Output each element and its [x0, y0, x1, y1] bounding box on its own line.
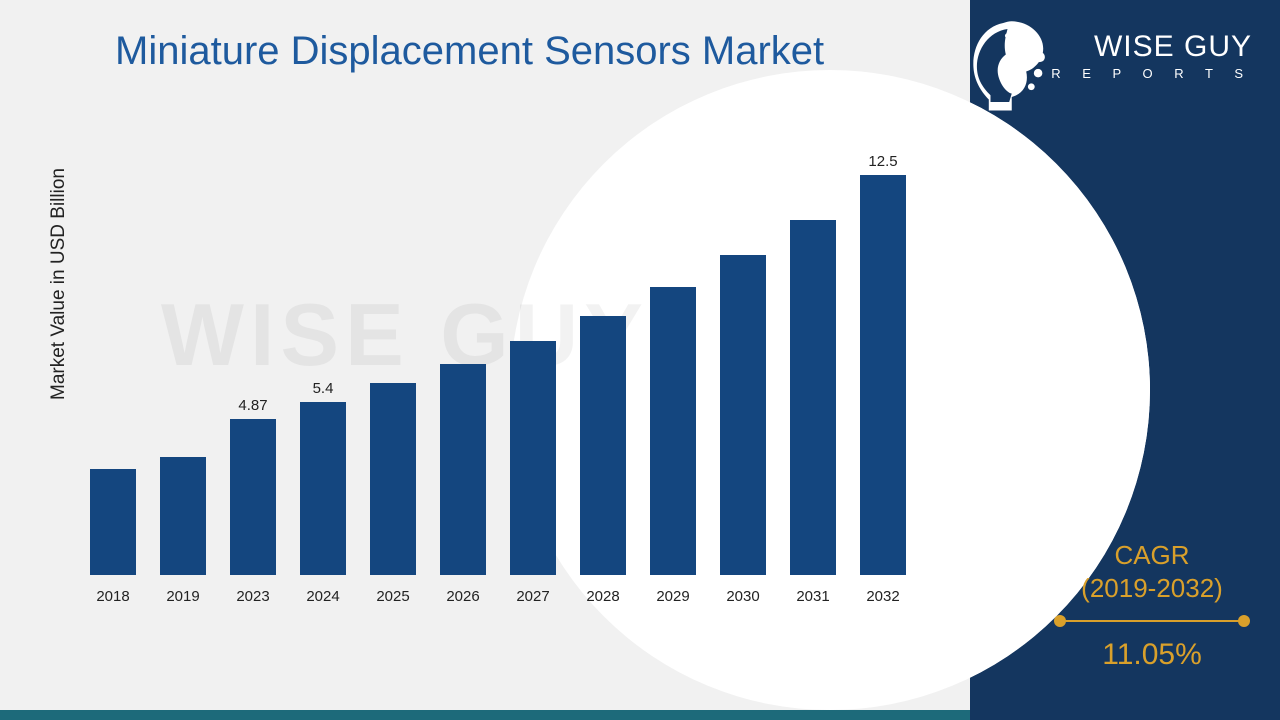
- bar: [370, 383, 416, 575]
- cagr-divider: [1060, 620, 1244, 622]
- logo-head-icon: [965, 18, 1050, 113]
- bar: [160, 457, 206, 575]
- chart-title-text: Miniature Displacement Sensors Market: [115, 29, 824, 73]
- x-tick-label: 2025: [360, 588, 426, 605]
- bar-value-label: 4.87: [230, 397, 276, 414]
- x-tick-label: 2028: [570, 588, 636, 605]
- logo: WISE GUY R E P O R T S: [1051, 30, 1252, 81]
- x-tick-label: 2024: [290, 588, 356, 605]
- x-tick-label: 2031: [780, 588, 846, 605]
- cagr-label-text: CAGR: [1114, 540, 1189, 570]
- bar: 5.4: [300, 402, 346, 575]
- bottom-strip: [0, 710, 970, 720]
- chart-title: Miniature Displacement Sensors Market: [115, 28, 824, 74]
- plot-area: 4.87 5.4 12.5: [90, 175, 920, 575]
- x-tick-label: 2029: [640, 588, 706, 605]
- bar: [90, 469, 136, 575]
- bar: [790, 220, 836, 575]
- cagr-period-text: (2019-2032): [1081, 573, 1223, 603]
- x-tick-label: 2032: [850, 588, 916, 605]
- bar: [440, 364, 486, 575]
- x-tick-label: 2026: [430, 588, 496, 605]
- bar: [580, 316, 626, 575]
- cagr-value: 11.05%: [1052, 638, 1252, 672]
- bar-value-label: 5.4: [300, 380, 346, 397]
- cagr-label: CAGR (2019-2032): [1052, 539, 1252, 604]
- bar: [650, 287, 696, 575]
- x-tick-label: 2027: [500, 588, 566, 605]
- x-tick-label: 2023: [220, 588, 286, 605]
- x-tick-label: 2018: [80, 588, 146, 605]
- bar: [720, 255, 766, 575]
- bar-chart: 4.875.412.5 2018201920232024202520262027…: [90, 175, 920, 605]
- bar: 12.5: [860, 175, 906, 575]
- y-axis-label: Market Value in USD Billion: [48, 168, 70, 400]
- cagr-block: CAGR (2019-2032) 11.05%: [1052, 539, 1252, 672]
- bar: [510, 341, 556, 575]
- bar-value-label: 12.5: [860, 153, 906, 170]
- bar: 4.87: [230, 419, 276, 575]
- x-tick-label: 2019: [150, 588, 216, 605]
- x-tick-label: 2030: [710, 588, 776, 605]
- logo-main-text: WISE GUY: [1051, 30, 1252, 64]
- logo-sub-text: R E P O R T S: [1051, 66, 1252, 81]
